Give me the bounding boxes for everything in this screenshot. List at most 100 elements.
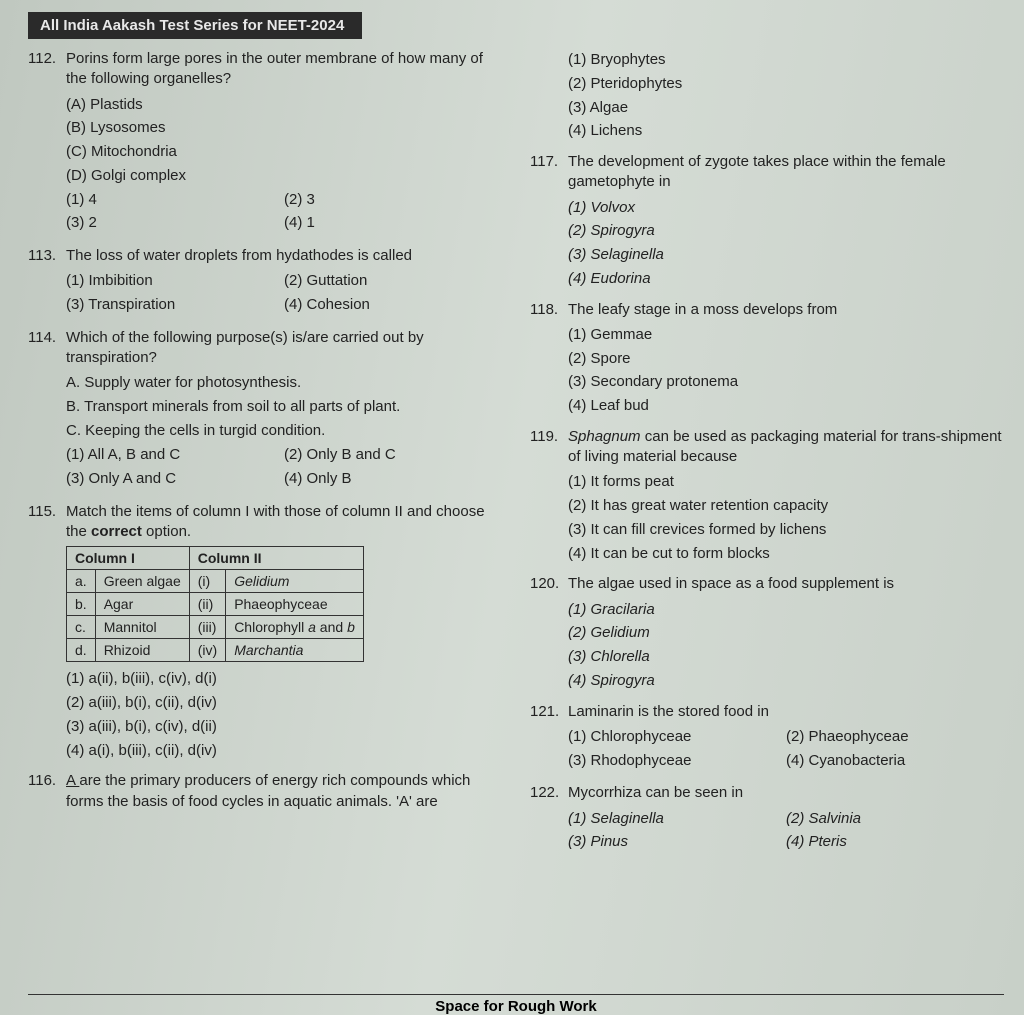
q-text-italic: Sphagnum [568,428,641,445]
answer-option: (2) Salvinia [786,808,1004,830]
statement: B. Transport minerals from soil to all p… [28,396,502,417]
answer-option: (1) Selaginella [568,808,786,830]
answer-option: (4) Leaf bud [568,395,1004,417]
answer-option: (2) Spore [568,348,1004,370]
answer-option: (4) Cyanobacteria [786,750,1004,772]
sub-option: (B) Lysosomes [66,117,502,139]
q-text: The loss of water droplets from hydathod… [66,246,502,266]
table-row: a. Green algae (i) Gelidium [67,570,364,593]
answer-option: (1) Gemmae [568,324,1004,346]
question-118: 118. The leafy stage in a moss develops … [530,300,1004,417]
col-header: Column II [189,547,363,570]
answer-option: (3) Rhodophyceae [568,750,786,772]
question-116-options: (1) Bryophytes (2) Pteridophytes (3) Alg… [530,49,1004,142]
q-text: The algae used in space as a food supple… [568,574,1004,594]
question-115: 115. Match the items of column I with th… [28,502,502,762]
cell: Marchantia [226,639,364,662]
answer-option: (2) a(iii), b(i), c(ii), d(iv) [66,692,502,714]
q-number: 119. [530,427,568,468]
answer-option: (4) Spirogyra [568,670,1004,692]
question-122: 122. Mycorrhiza can be seen in (1) Selag… [530,783,1004,855]
answer-option: (1) a(ii), b(iii), c(iv), d(i) [66,668,502,690]
cell: Mannitol [95,616,189,639]
cell: Phaeophyceae [226,593,364,616]
answer-option: (4) 1 [284,212,502,234]
q-text: Mycorrhiza can be seen in [568,783,1004,803]
cell: (iv) [189,639,225,662]
answer-option: (3) Pinus [568,831,786,853]
cell: Agar [95,593,189,616]
q-text: The development of zygote takes place wi… [568,152,1004,193]
cell: (i) [189,570,225,593]
answer-option: (3) Algae [568,97,1004,119]
answer-option: (3) 2 [66,212,284,234]
answer-option: (1) Gracilaria [568,599,1004,621]
q-text-bold: correct [91,523,142,540]
q-text: A are the primary producers of energy ri… [66,771,502,812]
answer-option: (1) Bryophytes [568,49,1004,71]
q-number: 120. [530,574,568,594]
answer-option: (4) It can be cut to form blocks [568,543,1004,565]
q-text: Match the items of column I with those o… [66,502,502,543]
answer-option: (2) It has great water retention capacit… [568,495,1004,517]
cell: Green algae [95,570,189,593]
q-number: 114. [28,328,66,369]
question-119: 119. Sphagnum can be used as packaging m… [530,427,1004,565]
q-number: 117. [530,152,568,193]
answer-option: (3) Transpiration [66,294,284,316]
q-number: 115. [28,502,66,543]
answer-option: (4) Eudorina [568,268,1004,290]
cell: (iii) [189,616,225,639]
answer-option: (3) Chlorella [568,646,1004,668]
answer-option: (4) Pteris [786,831,1004,853]
answer-option: (3) Secondary protonema [568,371,1004,393]
sub-option: (A) Plastids [66,94,502,116]
q-number: 112. [28,49,66,90]
table-row: Column I Column II [67,547,364,570]
right-column: (1) Bryophytes (2) Pteridophytes (3) Alg… [530,49,1004,865]
q-number: 122. [530,783,568,803]
answer-option: (1) Volvox [568,197,1004,219]
q-number: 116. [28,771,66,812]
answer-option: (1) It forms peat [568,471,1004,493]
sub-option: (D) Golgi complex [66,165,502,187]
table-row: c. Mannitol (iii) Chlorophyll a and b [67,616,364,639]
q-text-part: are the primary producers of energy rich… [66,772,470,809]
q-text: Laminarin is the stored food in [568,702,1004,722]
answer-option: (2) Pteridophytes [568,73,1004,95]
exam-page: All India Aakash Test Series for NEET-20… [0,0,1024,1015]
cell: Chlorophyll a and b [226,616,364,639]
cell: b. [67,593,96,616]
table-row: b. Agar (ii) Phaeophyceae [67,593,364,616]
q-text: Porins form large pores in the outer mem… [66,49,502,90]
q-text-part: option. [142,523,191,540]
q-number: 118. [530,300,568,320]
question-121: 121. Laminarin is the stored food in (1)… [530,702,1004,774]
table-row: d. Rhizoid (iv) Marchantia [67,639,364,662]
q-number: 113. [28,246,66,266]
sub-option: (C) Mitochondria [66,141,502,163]
answer-option: (4) Lichens [568,120,1004,142]
question-112: 112. Porins form large pores in the oute… [28,49,502,236]
cell: (ii) [189,593,225,616]
q-text: Which of the following purpose(s) is/are… [66,328,502,369]
cell: Rhizoid [95,639,189,662]
q-number: 121. [530,702,568,722]
blank: A [66,772,79,789]
answer-option: (1) 4 [66,189,284,211]
cell: d. [67,639,96,662]
answer-option: (2) Spirogyra [568,220,1004,242]
answer-option: (3) Only A and C [66,468,284,490]
answer-option: (3) Selaginella [568,244,1004,266]
question-117: 117. The development of zygote takes pla… [530,152,1004,290]
match-table: Column I Column II a. Green algae (i) Ge… [66,546,364,662]
col-header: Column I [67,547,190,570]
statement: C. Keeping the cells in turgid condition… [28,420,502,441]
cell: Gelidium [226,570,364,593]
answer-option: (2) 3 [284,189,502,211]
answer-option: (2) Only B and C [284,444,502,466]
footer: Space for Rough Work [28,994,1004,1015]
cell: c. [67,616,96,639]
answer-option: (1) Imbibition [66,270,284,292]
question-114: 114. Which of the following purpose(s) i… [28,328,502,492]
